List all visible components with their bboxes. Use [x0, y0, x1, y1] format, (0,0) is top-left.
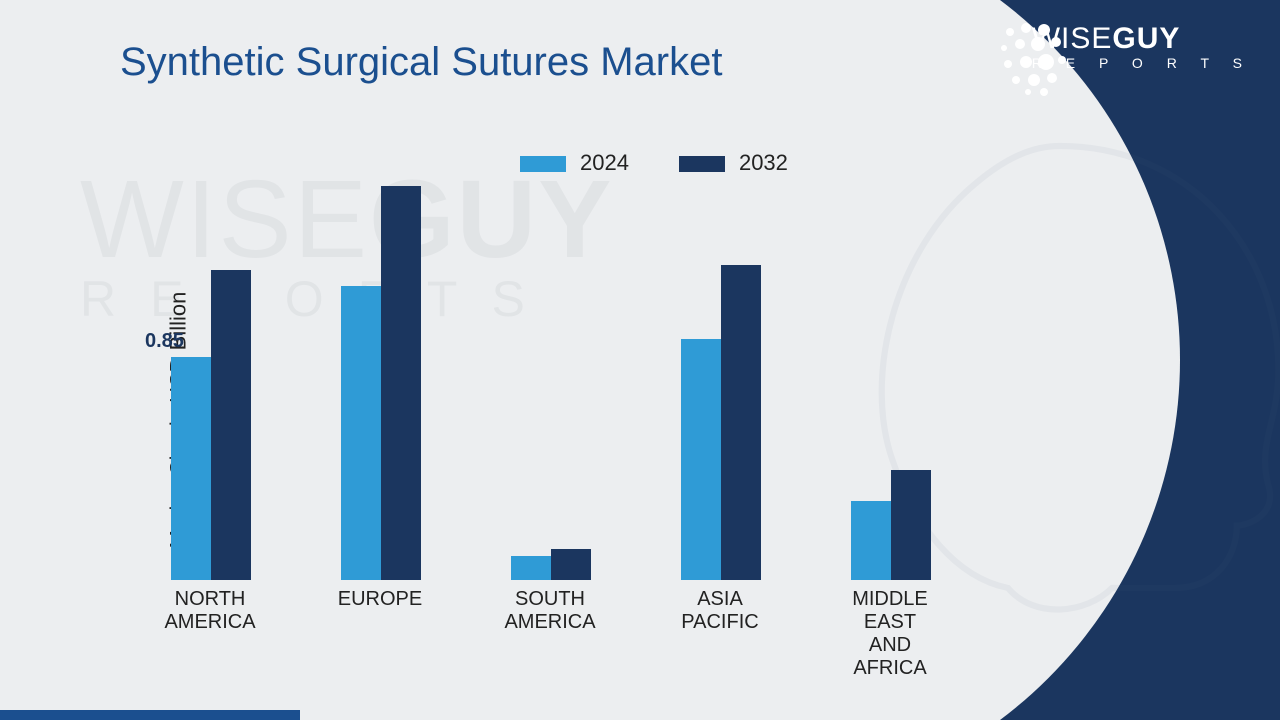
bar-group: [831, 470, 951, 580]
bar-group: [491, 549, 611, 581]
bar-2032: [551, 549, 591, 581]
brand-wise: WISE: [1032, 22, 1113, 55]
brand-guy: GUY: [1112, 22, 1180, 55]
bar-2024: [851, 501, 891, 580]
bar-2024: [511, 556, 551, 580]
bar-2032: [381, 186, 421, 580]
x-axis-category: SOUTHAMERICA: [470, 588, 630, 634]
bar-2024: [341, 286, 381, 580]
x-axis-category: EUROPE: [300, 588, 460, 611]
x-axis-category: NORTHAMERICA: [130, 588, 290, 634]
brand-logo: WISEGUY R E P O R T S: [1032, 24, 1252, 70]
bar-2024: [681, 339, 721, 581]
bar-value-label: 0.85: [145, 330, 184, 353]
chart-title: Synthetic Surgical Sutures Market: [120, 40, 722, 85]
bar-group: [661, 265, 781, 580]
x-axis-category: ASIAPACIFIC: [640, 588, 800, 634]
x-axis-category: MIDDLEEASTANDAFRICA: [810, 588, 970, 680]
bar-2024: [171, 357, 211, 580]
bar-2032: [211, 270, 251, 580]
brand-reports: R E P O R T S: [1032, 56, 1252, 70]
bar-group: [321, 186, 441, 580]
bar-2032: [891, 470, 931, 580]
x-baseline: [140, 580, 980, 581]
footer-accent-bar: [0, 710, 300, 720]
chart-area: Market Size in USD Billion 0.85 NORTHAME…: [40, 140, 1000, 700]
bar-2032: [721, 265, 761, 580]
bar-group: [151, 270, 271, 580]
chart-canvas: WISEGUY REPORTS WISEGUY R E P O R T S Sy…: [0, 0, 1280, 720]
plot-area: 0.85: [140, 160, 980, 580]
